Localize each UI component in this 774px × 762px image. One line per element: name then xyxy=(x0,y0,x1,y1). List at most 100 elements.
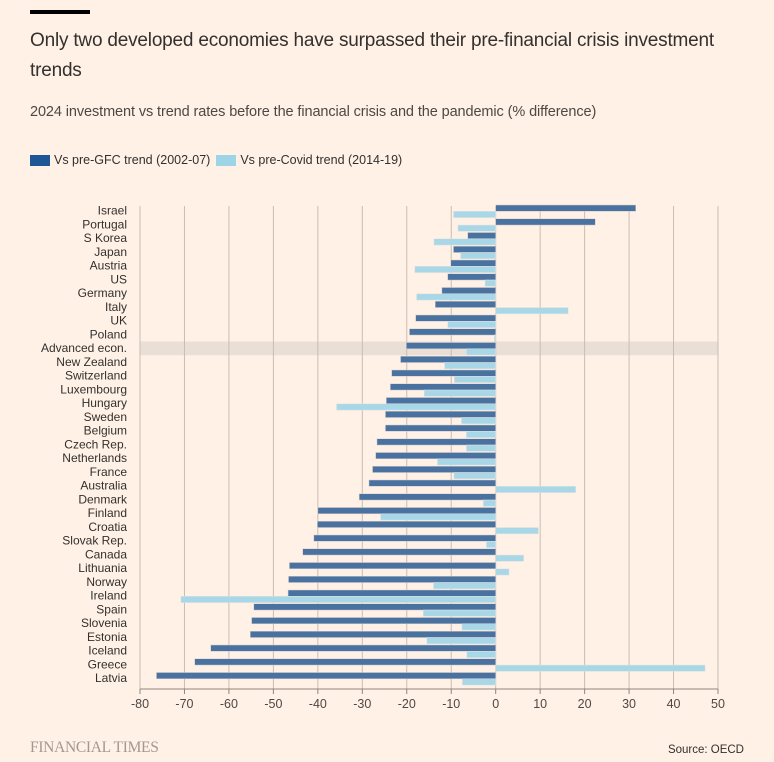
chart-subtitle: 2024 investment vs trend rates before th… xyxy=(30,104,597,120)
bar-covid xyxy=(454,376,496,383)
legend-label-gfc: Vs pre-GFC trend (2002-07) xyxy=(54,153,211,167)
category-label: Ireland xyxy=(90,589,127,603)
legend-label-covid: Vs pre-Covid trend (2014-19) xyxy=(240,153,403,167)
bar-gfc xyxy=(250,631,496,638)
bar-gfc xyxy=(194,658,496,666)
category-label: US xyxy=(110,272,127,286)
bar-covid xyxy=(180,596,496,603)
bar-covid xyxy=(495,486,576,493)
category-label: Hungary xyxy=(82,396,127,410)
bar-gfc xyxy=(317,507,496,515)
category-label: Luxembourg xyxy=(60,382,127,396)
bar-gfc xyxy=(386,397,496,405)
category-label: Netherlands xyxy=(62,451,127,465)
bar-covid xyxy=(433,238,496,246)
bar-gfc xyxy=(441,287,496,295)
category-label: Spain xyxy=(96,602,127,616)
legend-item-gfc: Vs pre-GFC trend (2002-07) xyxy=(30,153,210,167)
category-label: S Korea xyxy=(84,231,128,245)
category-label: Canada xyxy=(85,547,127,561)
bar-covid xyxy=(453,472,496,480)
bar-covid xyxy=(336,403,496,411)
category-label: Australia xyxy=(80,479,127,493)
category-label: Israel xyxy=(98,204,127,218)
bar-gfc xyxy=(376,438,496,446)
bar-gfc xyxy=(288,576,496,583)
source-note: Source: OECD xyxy=(667,744,744,756)
category-label: Latvia xyxy=(95,671,127,685)
bar-covid xyxy=(426,637,496,645)
bar-covid xyxy=(495,527,539,535)
category-label: Iceland xyxy=(88,644,127,658)
category-label: France xyxy=(90,465,128,479)
bar-gfc xyxy=(358,493,496,501)
x-tick-label: -40 xyxy=(309,697,327,711)
bar-gfc xyxy=(385,424,496,432)
bar-covid xyxy=(423,389,496,397)
category-label: Slovak Rep. xyxy=(62,534,127,548)
bar-gfc xyxy=(156,672,496,680)
bar-gfc xyxy=(210,644,496,652)
bar-gfc xyxy=(390,383,496,391)
x-tick-label: -30 xyxy=(353,697,371,711)
bar-gfc xyxy=(450,259,496,267)
bar-covid xyxy=(433,582,496,590)
bar-gfc xyxy=(406,342,496,350)
category-label: Greece xyxy=(88,657,128,671)
bar-covid xyxy=(494,334,496,342)
bar-gfc xyxy=(453,246,496,253)
bar-gfc xyxy=(385,411,496,418)
bar-gfc xyxy=(289,562,496,570)
x-tick-label: -70 xyxy=(175,697,193,711)
legend: Vs pre-GFC trend (2002-07) Vs pre-Covid … xyxy=(30,153,408,167)
category-label: Japan xyxy=(94,245,127,259)
legend-item-covid: Vs pre-Covid trend (2014-19) xyxy=(216,153,402,167)
bar-covid xyxy=(380,513,496,521)
legend-swatch-covid xyxy=(216,154,237,166)
ft-brand-logo: FINANCIAL TIMES xyxy=(30,739,159,756)
bar-covid xyxy=(457,224,496,232)
bar-gfc xyxy=(495,218,596,226)
bar-gfc xyxy=(391,369,496,377)
bar-gfc xyxy=(415,314,496,322)
bar-covid xyxy=(495,307,569,315)
category-label: Portugal xyxy=(82,217,127,231)
bar-gfc xyxy=(434,301,496,308)
category-label: Czech Rep. xyxy=(64,437,127,451)
bar-covid xyxy=(447,321,496,328)
category-label: Poland xyxy=(90,327,127,341)
bar-covid xyxy=(453,211,496,218)
bar-gfc xyxy=(251,617,496,625)
category-label: Denmark xyxy=(78,492,128,506)
x-tick-label: 0 xyxy=(492,697,499,711)
x-tick-label: -20 xyxy=(398,697,416,711)
category-label: Belgium xyxy=(84,424,127,438)
legend-swatch-gfc xyxy=(30,154,50,166)
bar-covid xyxy=(437,458,496,466)
bar-covid xyxy=(466,444,496,452)
x-tick-label: 20 xyxy=(578,697,592,711)
bar-gfc xyxy=(467,232,496,240)
bar-gfc xyxy=(495,204,636,212)
bar-covid xyxy=(484,279,496,287)
category-label: Norway xyxy=(86,575,127,589)
bar-gfc xyxy=(287,589,496,597)
category-label: New Zealand xyxy=(56,355,127,369)
bar-covid xyxy=(416,293,496,301)
bar-covid xyxy=(460,252,496,260)
bar-covid xyxy=(444,362,496,370)
bar-gfc xyxy=(375,452,496,460)
x-tick-label: -80 xyxy=(131,697,149,711)
x-tick-label: -50 xyxy=(264,697,282,711)
bar-gfc xyxy=(447,273,496,281)
bar-gfc xyxy=(409,328,496,336)
bar-covid xyxy=(482,499,496,507)
chart-title: Only two developed economies have surpas… xyxy=(30,30,714,81)
bar-gfc xyxy=(253,603,496,611)
bar-covid xyxy=(486,541,496,548)
x-tick-label: -60 xyxy=(220,697,238,711)
top-rule xyxy=(30,10,90,14)
category-label: Finland xyxy=(88,506,127,520)
bar-covid xyxy=(466,348,496,356)
